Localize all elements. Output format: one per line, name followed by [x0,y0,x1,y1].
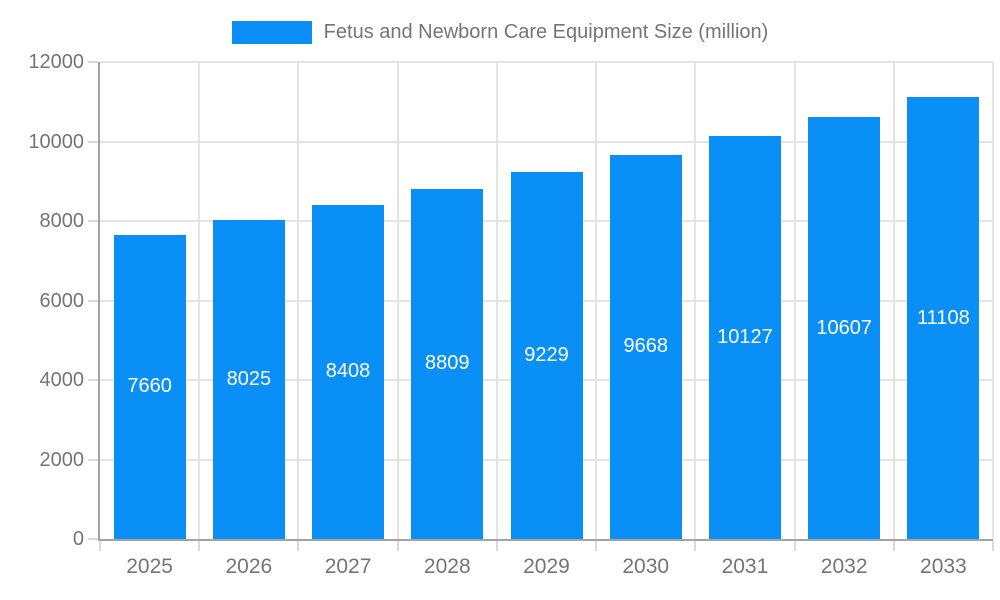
x-axis-label: 2026 [225,555,273,578]
y-tick [88,220,98,222]
gridline-x [892,62,895,539]
x-tick [892,541,895,551]
bar: 9229 [510,172,583,539]
gridline-x [992,62,994,539]
x-tick [297,541,300,551]
x-axis-label: 2028 [423,555,471,578]
x-axis [98,539,993,541]
bar-value-label: 9229 [524,344,569,367]
gridline-y [100,61,993,63]
x-axis-label: 2030 [622,555,670,578]
y-tick [88,299,98,302]
bar-value-label: 8408 [325,360,371,383]
bar: 11108 [907,97,980,539]
bar: 8025 [212,220,285,539]
gridline-x [198,62,201,539]
x-tick [595,541,598,551]
gridline-x [396,62,399,539]
legend-label: Fetus and Newborn Care Equipment Size (m… [323,20,769,43]
x-tick [396,541,399,551]
y-tick [88,140,98,143]
gridline-x [297,62,300,539]
x-axis-label: 2033 [920,555,967,578]
bar-value-label: 11108 [917,306,970,329]
y-axis-label: 12000 [28,51,84,73]
x-tick [992,541,994,551]
y-axis-label: 6000 [39,289,85,312]
y-axis-label: 4000 [39,369,85,391]
bar-value-label: 9668 [623,335,668,358]
gridline-x [694,62,697,539]
x-tick [99,541,101,551]
x-tick [694,541,697,551]
bar-value-label: 10127 [717,326,773,349]
x-axis-label: 2025 [126,555,173,578]
gridline-y [100,140,993,143]
bar-value-label: 7660 [127,375,172,398]
x-tick [198,541,201,551]
y-tick [88,379,98,381]
x-axis-label: 2031 [721,555,769,578]
y-axis-label: 10000 [28,130,84,153]
x-axis-label: 2027 [324,555,372,578]
legend-swatch [231,20,312,44]
y-axis-label: 8000 [39,210,85,232]
bar-value-label: 8809 [425,352,470,375]
gridline-x [793,62,796,539]
bar: 10127 [708,136,781,539]
bar: 8408 [312,204,385,539]
y-axis [98,62,100,541]
chart-legend[interactable]: Fetus and Newborn Care Equipment Size (m… [0,20,1000,44]
x-tick [793,541,796,551]
y-tick [88,538,98,540]
x-axis-label: 2029 [523,555,570,578]
y-axis-label: 2000 [39,448,85,471]
y-axis-label: 0 [72,528,84,550]
bar: 10607 [808,117,881,539]
gridline-x [595,62,598,539]
bar-value-label: 8025 [226,367,272,390]
bar: 8809 [411,188,484,539]
gridline-x [495,62,498,539]
x-tick [495,541,498,551]
plot-area: 0 2000 4000 6000 8000 10000 12000 7660 2025 8025 2… [28,51,994,578]
bar-value-label: 10607 [816,316,872,339]
x-axis-label: 2032 [820,555,868,578]
y-tick [88,458,98,461]
bar: 7660 [113,234,186,539]
y-tick [88,61,98,63]
bar: 9668 [609,154,682,539]
